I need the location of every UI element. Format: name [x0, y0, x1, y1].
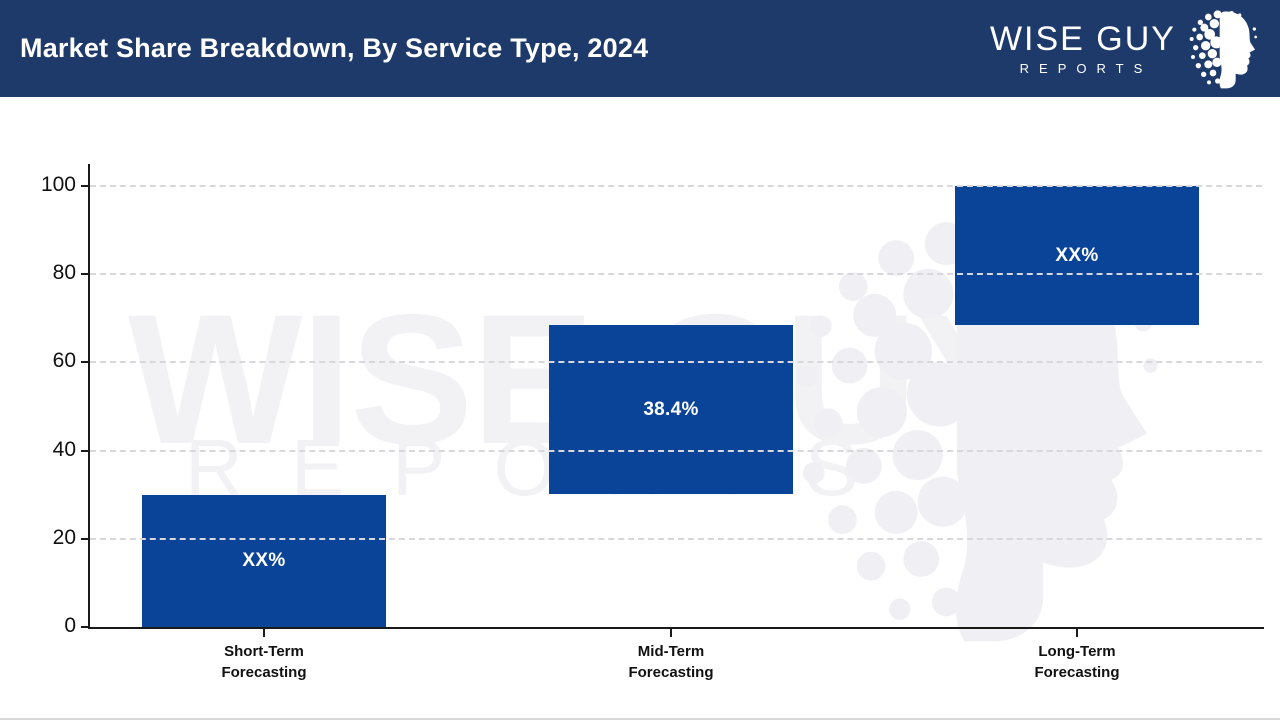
x-category-line: Mid-Term	[637, 643, 705, 660]
header-bar: Market Share Breakdown, By Service Type,…	[0, 0, 1280, 97]
y-tick-mark	[81, 450, 89, 452]
x-category-line: Forecasting	[628, 664, 714, 681]
x-category-line: Short-Term	[224, 643, 304, 660]
x-tick-mark	[1076, 629, 1078, 637]
y-tick-mark	[81, 361, 89, 363]
image-bottom-border	[0, 718, 1280, 720]
y-tick-label: 100	[40, 173, 76, 196]
y-tick-label: 20	[52, 526, 76, 549]
bar-value-label: XX%	[242, 550, 286, 571]
gridline-40	[90, 450, 1262, 452]
x-category-label: Short-Term Forecasting	[134, 641, 394, 683]
x-axis-line	[88, 627, 1264, 629]
bar-segment: XX%	[142, 495, 386, 627]
y-axis-line	[88, 164, 90, 629]
y-tick-mark	[81, 273, 89, 275]
gridline-20	[90, 538, 1262, 540]
x-category-label: Long-Term Forecasting	[947, 641, 1207, 683]
x-category-label: Mid-Term Forecasting	[541, 641, 801, 683]
x-category-line: Forecasting	[1034, 664, 1120, 681]
gridline-100	[90, 185, 1262, 187]
brand-name: WISE GUY	[989, 19, 1176, 58]
bar-value-label: 38.4%	[643, 398, 699, 420]
bar-segment: 38.4%	[549, 325, 793, 494]
x-tick-mark	[670, 629, 672, 637]
gridline-80	[90, 273, 1262, 275]
brand-logo-text: WISE GUY REPORTS	[990, 22, 1176, 76]
brand-subtitle: REPORTS	[1019, 60, 1153, 76]
x-category-line: Long-Term	[1038, 643, 1116, 660]
y-tick-mark	[81, 538, 89, 540]
y-tick-mark	[81, 185, 89, 187]
page-title: Market Share Breakdown, By Service Type,…	[20, 33, 649, 63]
x-tick-mark	[263, 629, 265, 637]
bar-value-label: XX%	[1055, 244, 1099, 266]
x-category-line: Forecasting	[221, 664, 307, 681]
brand-head-icon	[1189, 9, 1257, 88]
y-tick-mark	[81, 626, 89, 628]
brand-logo: WISE GUY REPORTS	[990, 9, 1266, 89]
gridline-60	[90, 361, 1262, 363]
y-tick-label: 80	[52, 261, 76, 284]
y-tick-label: 40	[52, 438, 76, 461]
bar-segment: XX%	[955, 186, 1199, 325]
y-tick-label: 0	[64, 614, 76, 637]
y-tick-label: 60	[52, 349, 76, 372]
